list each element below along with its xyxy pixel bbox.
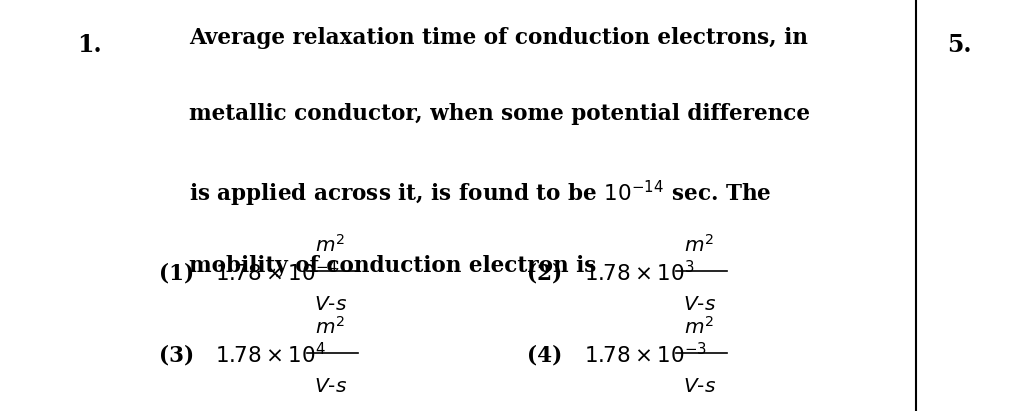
Text: 1.: 1. [77, 33, 101, 57]
Text: Average relaxation time of conduction electrons, in: Average relaxation time of conduction el… [189, 27, 808, 49]
Text: (1): (1) [159, 262, 194, 284]
Text: $V\text{-}s$: $V\text{-}s$ [683, 295, 716, 314]
Text: is applied across it, is found to be $10^{-14}$ sec. The: is applied across it, is found to be $10… [189, 179, 772, 209]
Text: 5.: 5. [947, 33, 972, 57]
Text: (2): (2) [527, 262, 562, 284]
Text: $1.78\times10^{-4}$: $1.78\times10^{-4}$ [215, 261, 339, 286]
Text: mobility of conduction electron is: mobility of conduction electron is [189, 255, 597, 277]
Text: $m^2$: $m^2$ [684, 316, 714, 338]
Text: $1.78\times10^{3}$: $1.78\times10^{3}$ [584, 261, 694, 286]
Text: (4): (4) [527, 344, 562, 367]
Text: $1.78\times10^{4}$: $1.78\times10^{4}$ [215, 343, 326, 368]
Text: (3): (3) [159, 344, 194, 367]
Text: $m^2$: $m^2$ [315, 316, 345, 338]
Text: $m^2$: $m^2$ [315, 233, 345, 256]
Text: $V\text{-}s$: $V\text{-}s$ [314, 377, 347, 396]
Text: metallic conductor, when some potential difference: metallic conductor, when some potential … [189, 103, 810, 125]
Text: $m^2$: $m^2$ [684, 233, 714, 256]
Text: $1.78\times10^{-3}$: $1.78\times10^{-3}$ [584, 343, 707, 368]
Text: $V\text{-}s$: $V\text{-}s$ [683, 377, 716, 396]
Text: $V\text{-}s$: $V\text{-}s$ [314, 295, 347, 314]
